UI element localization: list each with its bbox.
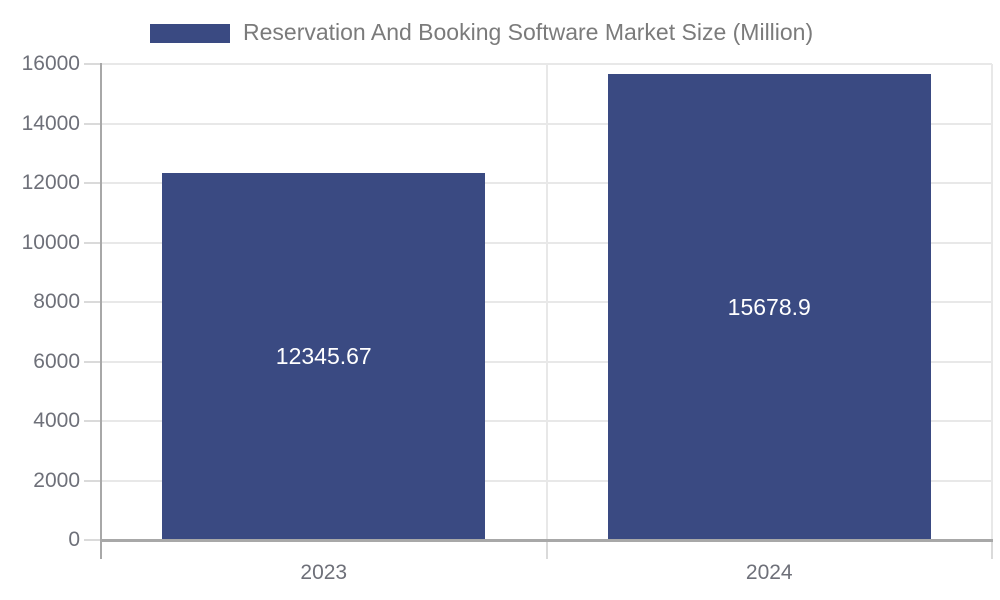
y-axis-label: 0 xyxy=(68,528,80,551)
x-tick xyxy=(991,541,993,559)
y-tick xyxy=(84,360,101,363)
x-gridline xyxy=(991,64,993,540)
bar-2023[interactable] xyxy=(162,172,486,540)
y-tick xyxy=(84,301,101,303)
legend-label[interactable]: Reservation And Booking Software Market … xyxy=(243,19,814,46)
y-tick xyxy=(84,63,101,65)
y-axis-label: 4000 xyxy=(33,409,80,432)
y-axis-line xyxy=(100,63,102,559)
y-tick xyxy=(84,122,101,125)
bar-2024[interactable] xyxy=(607,73,931,540)
y-axis-label: 2000 xyxy=(33,468,80,492)
y-axis-label: 8000 xyxy=(33,290,80,313)
y-gridline xyxy=(101,63,992,65)
x-axis-label-2023: 2023 xyxy=(300,561,348,584)
y-axis-label: 10000 xyxy=(21,230,80,254)
y-tick xyxy=(84,479,101,482)
y-tick xyxy=(84,182,101,184)
y-tick xyxy=(84,420,101,422)
y-tick xyxy=(84,241,101,244)
legend-swatch[interactable] xyxy=(150,23,230,43)
y-axis-label: 14000 xyxy=(21,111,80,135)
x-tick xyxy=(545,541,548,559)
x-axis-label-2024: 2024 xyxy=(745,561,793,584)
legend: Reservation And Booking Software Market … xyxy=(150,14,813,52)
y-tick xyxy=(84,539,101,541)
y-axis-label: 6000 xyxy=(33,349,80,373)
y-axis-label: 12000 xyxy=(21,171,80,194)
y-axis-label: 16000 xyxy=(21,52,80,75)
x-gridline xyxy=(545,64,548,540)
